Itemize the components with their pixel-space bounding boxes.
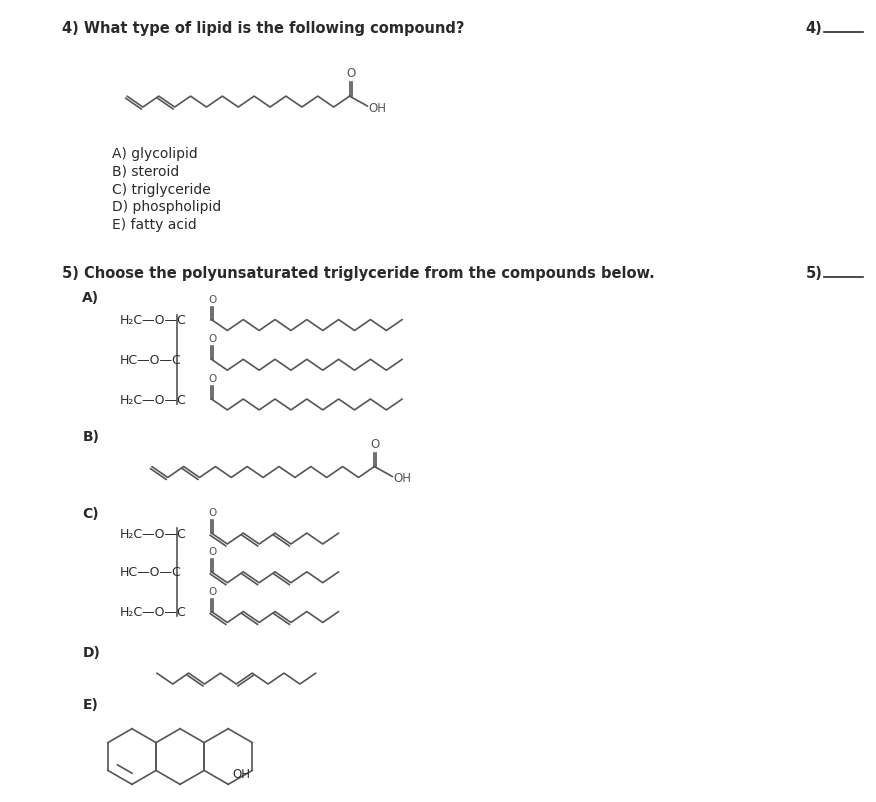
Text: H₂C—O—C: H₂C—O—C bbox=[120, 606, 187, 618]
Text: O: O bbox=[208, 374, 216, 383]
Text: E): E) bbox=[82, 697, 98, 711]
Text: A): A) bbox=[82, 290, 99, 305]
Text: HC—O—C: HC—O—C bbox=[120, 354, 182, 367]
Text: OH: OH bbox=[393, 472, 412, 484]
Text: H₂C—O—C: H₂C—O—C bbox=[120, 527, 187, 540]
Text: B) steroid: B) steroid bbox=[112, 164, 180, 178]
Text: C) triglyceride: C) triglyceride bbox=[112, 182, 211, 196]
Text: D) phospholipid: D) phospholipid bbox=[112, 200, 222, 214]
Text: O: O bbox=[346, 67, 355, 80]
Text: 4) What type of lipid is the following compound?: 4) What type of lipid is the following c… bbox=[62, 21, 465, 35]
Text: O: O bbox=[208, 546, 216, 557]
Text: O: O bbox=[208, 334, 216, 344]
Text: A) glycolipid: A) glycolipid bbox=[112, 147, 198, 160]
Text: OH: OH bbox=[232, 768, 251, 780]
Text: H₂C—O—C: H₂C—O—C bbox=[120, 314, 187, 326]
Text: O: O bbox=[208, 294, 216, 304]
Text: O: O bbox=[208, 508, 216, 517]
Text: HC—O—C: HC—O—C bbox=[120, 565, 182, 578]
Text: O: O bbox=[371, 437, 380, 450]
Text: B): B) bbox=[82, 429, 99, 444]
Text: H₂C—O—C: H₂C—O—C bbox=[120, 393, 187, 406]
Text: 5) Choose the polyunsaturated triglyceride from the compounds below.: 5) Choose the polyunsaturated triglyceri… bbox=[62, 265, 655, 281]
Text: C): C) bbox=[82, 507, 99, 520]
Text: O: O bbox=[208, 586, 216, 596]
Text: 5): 5) bbox=[806, 265, 823, 281]
Text: OH: OH bbox=[369, 101, 386, 115]
Text: 4): 4) bbox=[806, 21, 823, 35]
Text: E) fatty acid: E) fatty acid bbox=[112, 218, 197, 232]
Text: D): D) bbox=[82, 646, 100, 659]
